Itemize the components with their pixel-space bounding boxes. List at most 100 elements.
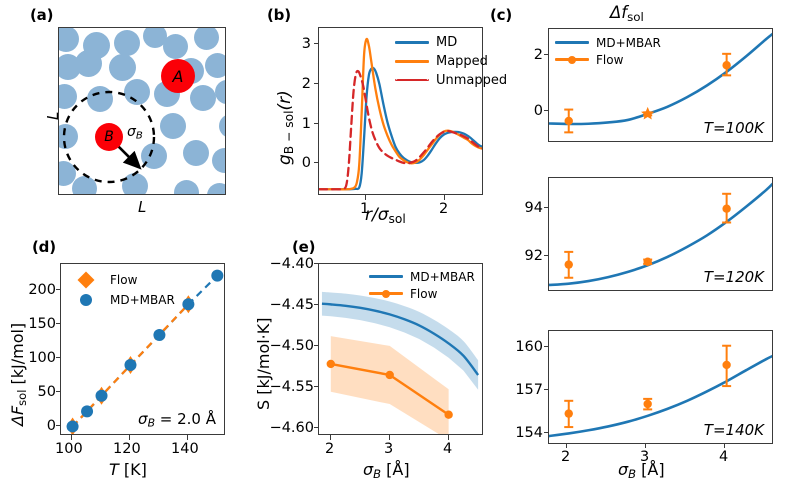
panel-b-ytickmark bbox=[314, 83, 318, 85]
panel-b-plot bbox=[319, 37, 482, 191]
panel-d-ylabel-unit: [kJ/mol] bbox=[8, 322, 27, 385]
panel-c-140k-ytickmark bbox=[544, 432, 548, 434]
solvent-particle bbox=[59, 28, 79, 52]
panel-e-legend: MD+MBAR Flow bbox=[369, 268, 475, 302]
panel-b-xtick-2: 2 bbox=[439, 201, 449, 217]
panel-c-title: Δfsol bbox=[610, 3, 644, 24]
panel-d-sigma-annotation: σB = 2.0 Å bbox=[138, 410, 216, 430]
legend-label-unmapped: Unmapped bbox=[436, 73, 508, 88]
panel-a-letter: (a) bbox=[30, 6, 54, 24]
panel-d-annot-value: = 2.0 Å bbox=[159, 410, 216, 429]
panel-e-xtickmark bbox=[330, 435, 332, 440]
solvent-particle bbox=[109, 54, 136, 81]
panel-d-xtick-120: 120 bbox=[113, 441, 141, 457]
panel-e-ytick-460: −4.60 bbox=[269, 420, 314, 436]
panel-d-ylabel: ΔFsol [kJ/mol] bbox=[8, 323, 29, 426]
panel-d-xlabel-t: T bbox=[109, 460, 119, 479]
solvent-particle bbox=[114, 30, 140, 56]
panel-c-axes-120k: T=120K bbox=[548, 177, 773, 291]
solvent-particle bbox=[122, 173, 148, 194]
panel-b-ylabel-arg: (r) bbox=[275, 90, 295, 111]
panel-e-ytick-445: −4.45 bbox=[269, 297, 314, 313]
panel-e-ytickmark bbox=[314, 427, 318, 429]
solvent-particle bbox=[190, 85, 216, 111]
panel-e-letter: (e) bbox=[292, 238, 316, 256]
panel-c-xtick-4: 4 bbox=[719, 449, 729, 465]
panel-d-axes: σB = 2.0 Å Flow MD+MBAR bbox=[60, 263, 225, 435]
solute-b-label: B bbox=[104, 129, 114, 145]
solvent-particle bbox=[183, 140, 209, 166]
panel-c-xtickmark bbox=[724, 444, 726, 448]
legend-item-flow: Flow bbox=[369, 285, 475, 302]
panel-c-140k-ytick-160: 160 bbox=[515, 339, 543, 355]
solvent-particle bbox=[75, 50, 102, 77]
panel-d-xtick-100: 100 bbox=[55, 441, 83, 457]
legend-key-flow bbox=[369, 287, 403, 301]
panel-e-xlabel-unit: [Å] bbox=[386, 460, 410, 479]
panel-b-xlabel: r/σsol bbox=[365, 205, 406, 227]
panel-d-ytickmark bbox=[56, 425, 60, 427]
panel-d-xlabel: T [K] bbox=[109, 460, 147, 479]
panel-b-xlabel-r: r bbox=[365, 205, 372, 225]
legend-item-mapped: Mapped bbox=[395, 52, 507, 71]
panel-b-ytickmark bbox=[314, 43, 318, 45]
panel-c-xlabel-unit: [Å] bbox=[641, 460, 665, 479]
solvent-particle bbox=[124, 79, 150, 105]
panel-c-140k-ytick-154: 154 bbox=[515, 425, 543, 441]
solvent-particle bbox=[215, 80, 225, 104]
panel-d-ytick-200: 200 bbox=[28, 282, 56, 298]
panel-b-ylabel: gB − sol(r) bbox=[275, 90, 296, 165]
panel-b-xtickmark bbox=[444, 195, 446, 200]
legend-key-flow bbox=[69, 271, 103, 289]
solvent-particle bbox=[219, 114, 225, 138]
solvent-particle bbox=[59, 161, 76, 186]
solvent-particle bbox=[205, 53, 225, 78]
panel-c-120k-ytickmark bbox=[544, 255, 548, 257]
solvent-particle bbox=[207, 183, 225, 194]
legend-item-flow: Flow bbox=[69, 270, 175, 290]
panel-c-xlabel-sub: B bbox=[628, 466, 637, 481]
panel-e-ytick-450: −4.50 bbox=[269, 338, 314, 354]
panel-d-xtickmark bbox=[71, 435, 73, 440]
panel-c-xtickmark bbox=[645, 444, 647, 448]
panel-c-100k-ytick-0: 0 bbox=[533, 103, 543, 119]
legend-key-md bbox=[395, 36, 429, 50]
panel-b-xtick-1: 1 bbox=[360, 201, 370, 217]
panel-e-xtickmark bbox=[448, 435, 450, 440]
legend-label-mdmbar: MD+MBAR bbox=[110, 293, 175, 307]
legend-item-flow: Flow bbox=[555, 51, 661, 68]
panel-e-ytickmark bbox=[314, 263, 318, 265]
panel-a: (a) bbox=[0, 0, 255, 230]
solvent-particle bbox=[174, 180, 199, 194]
panel-b-ylabel-sub: B − sol bbox=[282, 110, 297, 155]
cutoff-circle-and-arrow bbox=[62, 90, 156, 184]
panel-c-140k-ytickmark bbox=[544, 346, 548, 348]
panel-e-ytick-440: −4.40 bbox=[269, 256, 314, 272]
panel-d-ytickmark bbox=[56, 357, 60, 359]
legend-key-mapped bbox=[395, 55, 429, 69]
panel-c-axes-140k: T=140K bbox=[548, 330, 773, 444]
panel-b-xtickmark bbox=[365, 195, 367, 200]
panel-e-xtickmark bbox=[389, 435, 391, 440]
panel-c-xlabel: σB [Å] bbox=[618, 460, 665, 481]
panel-d-ytickmark bbox=[56, 391, 60, 393]
panel-d-xtickmark bbox=[187, 435, 189, 440]
panel-d-ytick-100: 100 bbox=[28, 350, 56, 366]
panel-c-120k-ytick-92: 92 bbox=[524, 248, 543, 264]
solvent-particle bbox=[87, 86, 113, 112]
panel-c-100k-ytickmark bbox=[544, 54, 548, 56]
panel-b-ytickmark bbox=[314, 123, 318, 125]
panel-d-xtickmark bbox=[129, 435, 131, 440]
panel-d-letter: (d) bbox=[32, 238, 56, 256]
panel-b-ytick-0: 0 bbox=[301, 155, 311, 171]
panel-c-xlabel-sigma: σ bbox=[618, 460, 629, 479]
panel-d-annot-sigma: σ bbox=[138, 410, 148, 429]
panel-d-ytickmark bbox=[56, 323, 60, 325]
legend-label-flow: Flow bbox=[410, 286, 438, 301]
panel-e-ytick-455: −4.55 bbox=[269, 379, 314, 395]
panel-c-xtickmark bbox=[566, 444, 568, 448]
panel-e-xtick-4: 4 bbox=[443, 441, 453, 457]
solute-particle-b: B bbox=[95, 123, 123, 151]
panel-b-xlabel-sigma: σ bbox=[377, 205, 389, 225]
